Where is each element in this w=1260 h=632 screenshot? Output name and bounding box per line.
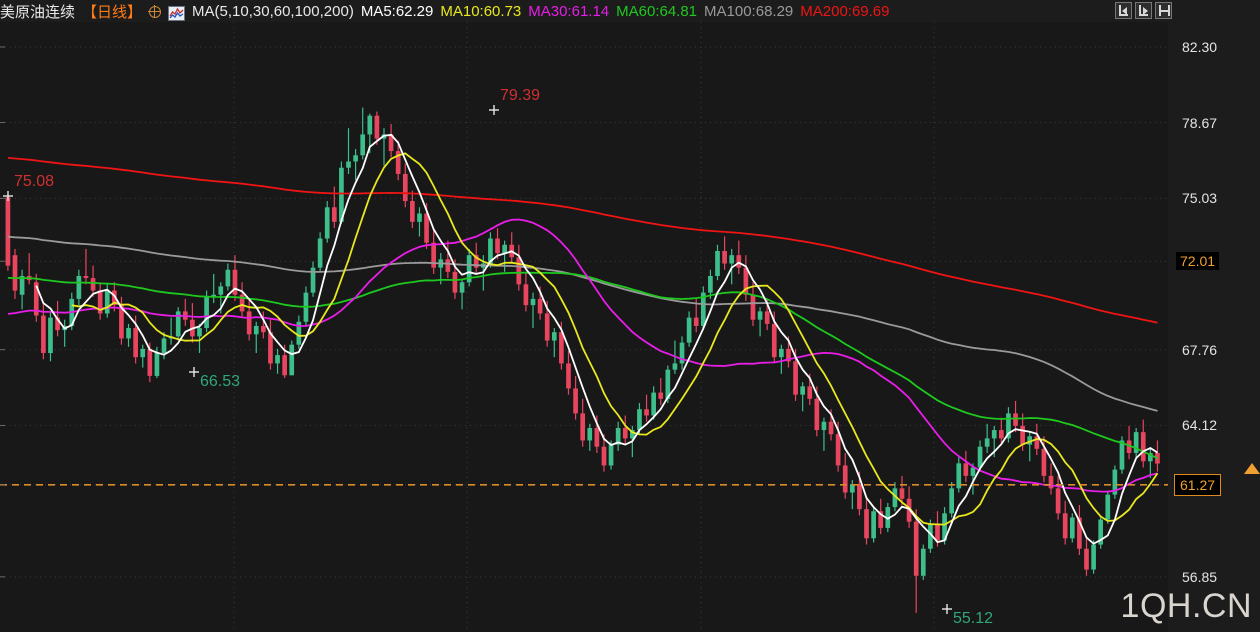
axis-tick-78-67: 78.67 xyxy=(1182,114,1218,131)
candlestick-plot-area[interactable]: 75.08 79.39 66.53 55.12 xyxy=(0,22,1168,632)
ma100-value: MA100:68.29 xyxy=(704,2,794,20)
annotation-low-3: 55.12 xyxy=(953,610,993,627)
axis-tick-72-01: 72.01 xyxy=(1176,252,1220,271)
ma-line-ma60 xyxy=(7,271,1158,460)
ma-line-ma200 xyxy=(7,157,1158,324)
axis-tick-64-12: 64.12 xyxy=(1182,417,1218,434)
annotation-high-0: 75.08 xyxy=(14,173,54,190)
axis-tick-61-27[interactable]: 61.27 xyxy=(1174,473,1222,496)
candle-series xyxy=(5,107,1160,613)
watermark: 1QH.CN xyxy=(1120,587,1252,625)
ma-line-ma30 xyxy=(7,218,1158,493)
ma-line-ma10 xyxy=(71,152,1159,526)
moving-average-lines xyxy=(7,133,1159,545)
period-label[interactable]: 【日线】 xyxy=(82,3,143,21)
up-arrow-marker xyxy=(1244,462,1260,474)
symbol-name[interactable]: 美原油连续 xyxy=(0,3,76,21)
ma30-value: MA30:61.14 xyxy=(528,2,610,20)
annotation-low-2: 66.53 xyxy=(200,373,240,390)
mini-chart-icon[interactable] xyxy=(168,5,186,21)
latest-bar-button[interactable] xyxy=(1155,2,1172,19)
chart-canvas: 75.08 79.39 66.53 55.12 xyxy=(0,22,1168,632)
fit-right-button[interactable] xyxy=(1135,2,1152,19)
axis-tick-67-76: 67.76 xyxy=(1182,341,1218,358)
ma10-value: MA10:60.73 xyxy=(440,2,522,20)
grid-lines xyxy=(0,22,1168,632)
axis-tick-56-85: 56.85 xyxy=(1182,568,1218,585)
price-annotations: 75.08 79.39 66.53 55.12 xyxy=(3,87,993,627)
annotation-high-1: 79.39 xyxy=(500,87,540,104)
indicator-title: MA(5,10,30,60,100,200) xyxy=(192,2,354,20)
ma60-value: MA60:64.81 xyxy=(616,2,698,20)
crosshair-circle-icon[interactable] xyxy=(148,5,162,18)
axis-tick-82-30: 82.30 xyxy=(1182,38,1218,55)
ma200-value: MA200:69.69 xyxy=(800,2,890,20)
fit-left-button[interactable] xyxy=(1115,2,1132,19)
ma-line-ma100 xyxy=(7,235,1158,412)
ma5-value: MA5:62.29 xyxy=(360,2,434,20)
axis-tick-75-03: 75.03 xyxy=(1182,190,1218,207)
price-axis[interactable]: 82.30 78.67 75.03 72.01 67.76 64.12 61.27 56.85 xyxy=(1168,22,1260,632)
chart-header: 美原油连续 【日线】 MA(5,10,30,60,100,200) MA5:62… xyxy=(0,0,1260,22)
ma-line-ma5 xyxy=(35,133,1158,545)
chart-toolbar xyxy=(1115,2,1172,19)
